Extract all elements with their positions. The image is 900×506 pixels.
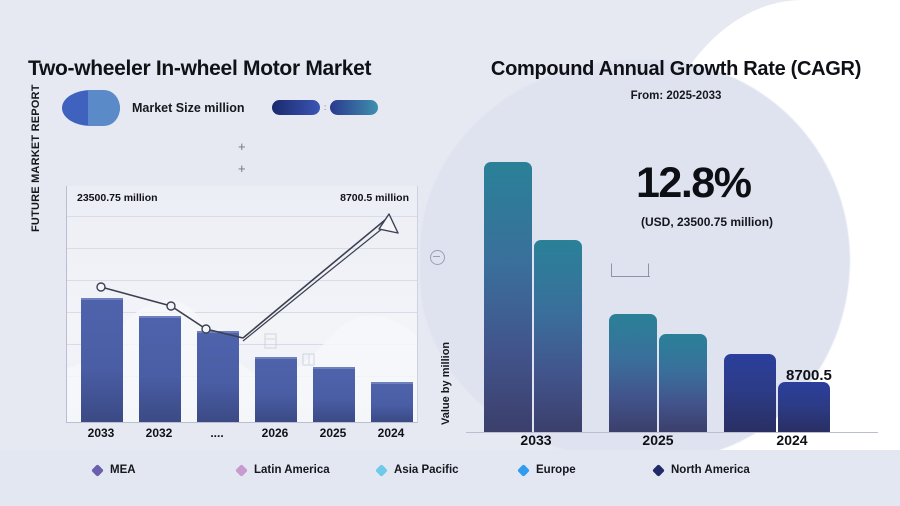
left-chart-value-tag-start: 23500.75 million bbox=[77, 192, 158, 204]
left-bar-2025 bbox=[313, 367, 355, 422]
legend-pill-separator: : bbox=[324, 102, 327, 112]
legend-dot-icon bbox=[235, 463, 248, 477]
left-x-tick-0: 2033 bbox=[87, 426, 115, 440]
left-x-tick-5: 2024 bbox=[377, 426, 405, 440]
legend-pill-primary bbox=[272, 100, 320, 115]
legend-pill-secondary bbox=[330, 100, 379, 115]
legend-label: MEA bbox=[110, 464, 136, 476]
left-bar-2026 bbox=[255, 357, 297, 422]
legend-item-latin-america[interactable]: Latin America bbox=[235, 463, 330, 477]
legend-item-asia-pacific[interactable]: Asia Pacific bbox=[375, 463, 459, 477]
left-x-tick-4: 2025 bbox=[319, 426, 347, 440]
left-bar-2032 bbox=[139, 316, 181, 422]
cagr-subtitle: From: 2025-2033 bbox=[630, 90, 722, 102]
right-chart-baseline bbox=[466, 432, 878, 433]
right-chart-y-axis-label: Value by million bbox=[440, 341, 452, 425]
left-chart-y-axis-label: FUTURE MARKET REPORT bbox=[30, 84, 42, 232]
page-title: Two-wheeler In-wheel Motor Market bbox=[28, 57, 372, 80]
cagr-value: 12.8% bbox=[636, 159, 752, 207]
plus-mark-2: + bbox=[238, 161, 246, 176]
left-x-tick-1: 2032 bbox=[145, 426, 173, 440]
right-chart-data-label: 8700.5 bbox=[786, 367, 832, 384]
legend-pill-group: : bbox=[272, 100, 379, 115]
legend-item-europe[interactable]: Europe bbox=[517, 463, 576, 477]
right-bar-2025-b bbox=[659, 334, 707, 432]
legend-dot-icon bbox=[91, 463, 104, 477]
right-bar-2024-b bbox=[778, 382, 830, 432]
legend-item-north-america[interactable]: North America bbox=[652, 463, 750, 477]
legend-dot-icon bbox=[375, 463, 388, 477]
right-x-tick-1: 2025 bbox=[642, 432, 674, 448]
cagr-title: Compound Annual Growth Rate (CAGR) bbox=[490, 58, 862, 80]
legend-item-mea[interactable]: MEA bbox=[91, 463, 136, 477]
series-legend: MEA Latin America Asia Pacific Europe No… bbox=[0, 463, 900, 490]
right-chart-x-axis: 2033 2025 2024 bbox=[466, 432, 886, 454]
left-x-tick-3: 2026 bbox=[261, 426, 289, 440]
market-size-legend: Market Size million bbox=[62, 90, 245, 126]
decorative-small-icons bbox=[264, 333, 315, 366]
legend-label: Europe bbox=[536, 464, 576, 476]
right-chart-plot-area: 8700.5 bbox=[466, 150, 886, 433]
legend-label: Latin America bbox=[254, 464, 330, 476]
right-x-tick-0: 2033 bbox=[520, 432, 552, 448]
circle-minus-icon bbox=[430, 250, 445, 265]
legend-dot-icon bbox=[652, 463, 665, 477]
left-chart-value-tag-end: 8700.5 million bbox=[340, 192, 409, 204]
right-x-tick-2: 2024 bbox=[776, 432, 808, 448]
left-chart-plot-area: 23500.75 million 8700.5 million bbox=[66, 186, 418, 423]
right-bar-2033-a bbox=[484, 162, 532, 432]
market-size-legend-label: Market Size million bbox=[132, 101, 245, 115]
left-chart-trend-line bbox=[96, 213, 399, 342]
background-bottom-strip bbox=[0, 450, 900, 506]
left-chart-x-axis: 2033 2032 .... 2026 2025 2024 bbox=[66, 426, 418, 446]
left-x-tick-2: .... bbox=[210, 426, 224, 440]
pie-chart-icon bbox=[62, 90, 122, 126]
right-bar-2033-b bbox=[534, 240, 582, 432]
plus-mark-1: + bbox=[238, 139, 246, 154]
right-bar-2025-a bbox=[609, 314, 657, 432]
decorative-tick-mark bbox=[611, 263, 650, 278]
left-bar-2033 bbox=[81, 298, 123, 422]
legend-label: North America bbox=[671, 464, 750, 476]
left-chart-bars bbox=[67, 186, 417, 422]
cagr-note: (USD, 23500.75 million) bbox=[641, 215, 774, 229]
legend-dot-icon bbox=[517, 463, 530, 477]
right-bar-2024-a bbox=[724, 354, 776, 432]
decorative-plus-marks: + + bbox=[238, 140, 246, 175]
legend-label: Asia Pacific bbox=[394, 464, 459, 476]
left-bar-2024 bbox=[371, 382, 413, 422]
